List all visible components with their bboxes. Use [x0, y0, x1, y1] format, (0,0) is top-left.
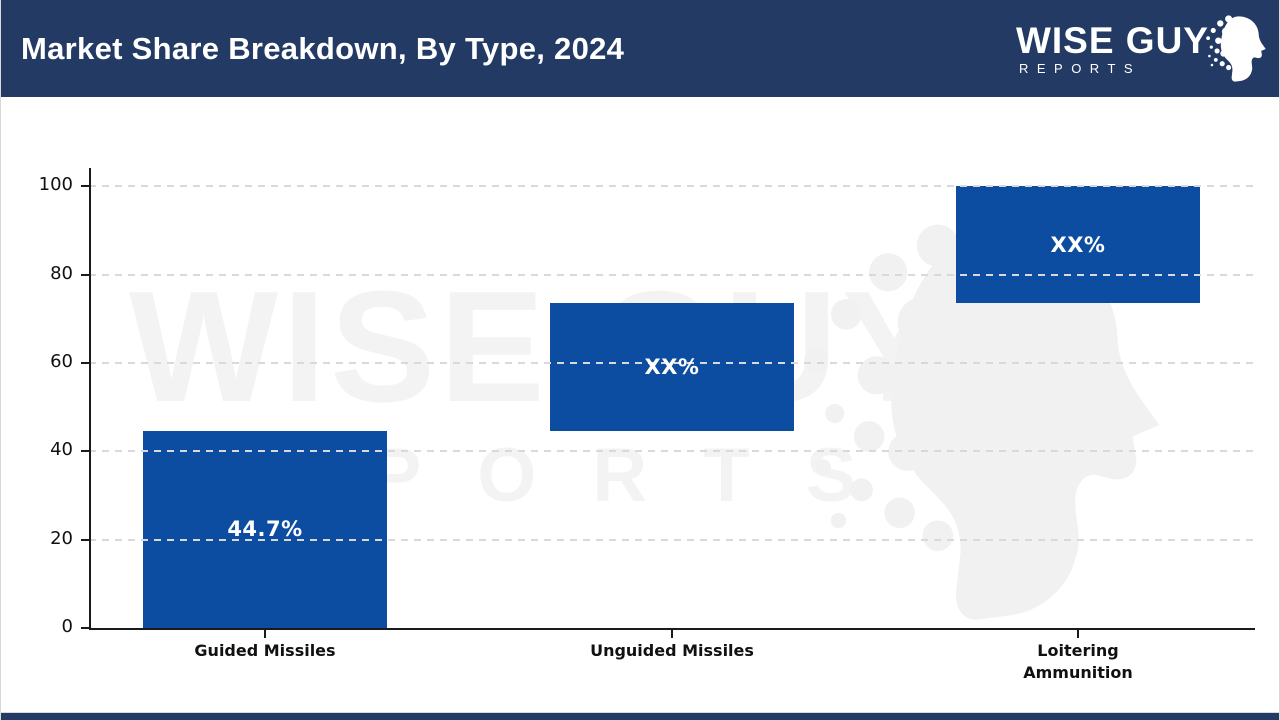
y-tick-20: [81, 538, 89, 541]
y-tick-0: [81, 627, 89, 629]
bar-guided-missiles: [143, 430, 387, 628]
gridline-100: [89, 185, 1255, 188]
gridline-80: [89, 273, 1255, 276]
dotted-face-profile-icon: [1206, 15, 1266, 82]
y-tick-100: [81, 185, 89, 188]
logo-text: WISE GUY REPORTS: [1015, 20, 1209, 77]
logo-wordmark: WISE GUY: [1015, 20, 1209, 61]
logo-subtitle: REPORTS: [1018, 61, 1142, 76]
x-axis-line: [89, 628, 1255, 630]
bar-unguided-missiles: [550, 303, 794, 431]
bar-value-label-loitering-ammunition: XX%: [1050, 232, 1106, 257]
gridline-60: [89, 361, 1255, 364]
x-label-guided-missiles: Guided Missiles: [194, 641, 336, 660]
footer-band: [1, 713, 1279, 720]
y-tick-label-40: 40: [50, 439, 73, 461]
x-tick-guided-missiles: [264, 630, 266, 638]
x-tick-loitering-ammunition: [1077, 630, 1079, 638]
bar-value-label-guided-missiles: 44.7%: [227, 517, 303, 542]
y-tick-label-60: 60: [50, 350, 73, 372]
x-label-unguided-missiles: Unguided Missiles: [590, 641, 754, 660]
gridline-20: [89, 538, 1255, 541]
gridline-40: [89, 450, 1255, 453]
bar-value-label-unguided-missiles: XX%: [644, 354, 700, 379]
y-tick-label-20: 20: [50, 527, 73, 549]
x-label-loitering-ammunition: Loitering Ammunition: [1023, 641, 1133, 682]
y-tick-80: [81, 273, 89, 276]
x-tick-unguided-missiles: [671, 630, 673, 638]
y-axis-line: [89, 168, 91, 630]
wise-guy-reports-logo: WISE GUY REPORTS: [1016, 6, 1267, 92]
page-title: Market Share Breakdown, By Type, 2024: [21, 30, 625, 66]
y-tick-40: [81, 450, 89, 453]
y-tick-label-0: 0: [61, 616, 73, 637]
header-band: Market Share Breakdown, By Type, 2024 WI…: [1, 0, 1279, 97]
y-tick-label-100: 100: [38, 174, 73, 196]
y-tick-60: [81, 361, 89, 364]
bottom-hairline: [1, 712, 1279, 713]
y-tick-label-80: 80: [50, 262, 73, 284]
